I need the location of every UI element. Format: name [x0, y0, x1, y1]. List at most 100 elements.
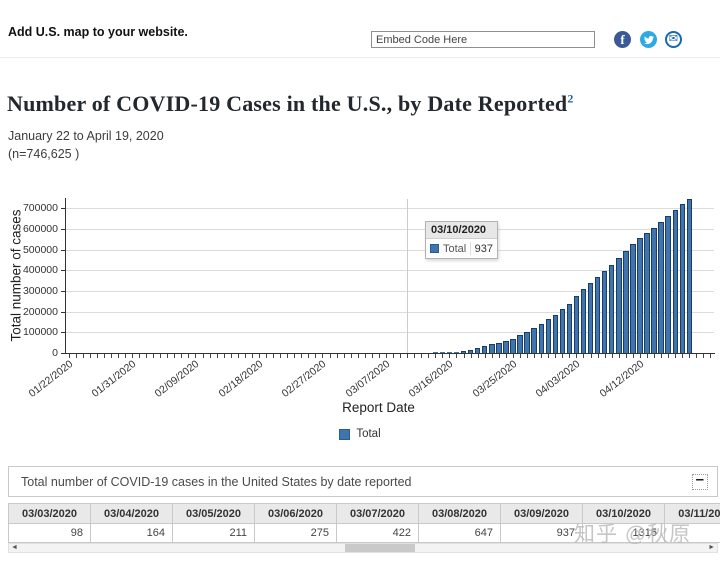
- bar[interactable]: [467, 349, 474, 353]
- twitter-icon[interactable]: [640, 31, 657, 48]
- x-tick: [174, 354, 176, 358]
- gridline: [65, 208, 714, 210]
- table-header-cell: 03/03/2020: [9, 503, 91, 524]
- x-tick: [484, 354, 486, 358]
- x-tick: [625, 354, 627, 358]
- hover-reference-line: [407, 199, 409, 353]
- y-tick: [61, 311, 65, 313]
- gridline: [65, 249, 714, 251]
- x-tick: [237, 354, 239, 358]
- x-tick: [632, 354, 634, 358]
- x-tick: [68, 354, 70, 358]
- collapse-button[interactable]: –: [691, 472, 709, 490]
- y-tick: [61, 332, 65, 334]
- bar[interactable]: [573, 295, 580, 353]
- bar[interactable]: [594, 277, 601, 353]
- bar[interactable]: [665, 216, 671, 353]
- table-header-cell: 03/07/2020: [337, 503, 419, 524]
- bar[interactable]: [489, 344, 495, 353]
- email-icon[interactable]: ✉: [665, 31, 682, 48]
- bar[interactable]: [580, 289, 587, 353]
- bar[interactable]: [602, 271, 608, 353]
- bar[interactable]: [496, 342, 502, 353]
- title-footnote-ref[interactable]: 2: [567, 91, 574, 106]
- bar[interactable]: [637, 238, 643, 353]
- bar[interactable]: [559, 308, 566, 353]
- page-title: Number of COVID-19 Cases in the U.S., by…: [7, 91, 574, 117]
- bar[interactable]: [587, 283, 594, 353]
- scrollbar-thumb[interactable]: [345, 544, 415, 552]
- bar[interactable]: [460, 350, 467, 353]
- sample-size-label: (n=746,625 ): [8, 147, 80, 161]
- bar[interactable]: [453, 351, 460, 353]
- bar[interactable]: [552, 314, 559, 353]
- x-tick: [654, 354, 655, 358]
- x-tick: [512, 354, 514, 358]
- bar[interactable]: [517, 335, 523, 353]
- gridline: [65, 332, 714, 334]
- x-tick: [385, 354, 387, 358]
- bar[interactable]: [475, 348, 481, 353]
- bar[interactable]: [651, 227, 657, 353]
- x-tick: [124, 354, 126, 358]
- x-tick: [364, 354, 366, 358]
- x-tick: [456, 354, 458, 358]
- table-value-cell: 937: [501, 524, 583, 543]
- bar[interactable]: [679, 203, 685, 353]
- bar[interactable]: [644, 233, 650, 353]
- x-tick: [639, 354, 641, 358]
- bar[interactable]: [672, 210, 678, 353]
- bar[interactable]: [545, 319, 551, 353]
- bar[interactable]: [482, 346, 488, 353]
- legend-item-total[interactable]: Total: [0, 428, 720, 440]
- bar[interactable]: [686, 198, 693, 353]
- bar[interactable]: [503, 340, 509, 353]
- scroll-right-arrow-icon[interactable]: ►: [708, 544, 715, 551]
- table-horizontal-scrollbar[interactable]: ◄ ►: [8, 543, 718, 553]
- x-tick: [244, 354, 246, 358]
- bar[interactable]: [439, 352, 446, 353]
- x-axis-title: Report Date: [342, 400, 415, 415]
- embed-code-input[interactable]: [371, 31, 595, 48]
- x-tick: [534, 354, 536, 358]
- scroll-left-arrow-icon[interactable]: ◄: [11, 544, 18, 551]
- facebook-icon[interactable]: f: [614, 31, 631, 48]
- y-tick: [61, 353, 65, 354]
- x-tick: [604, 354, 606, 358]
- y-tick-label: 500000: [22, 243, 58, 256]
- bar[interactable]: [616, 258, 622, 353]
- y-tick: [61, 229, 65, 230]
- covid-cases-bar-chart: Total number of cases 0 100000 200000 30000…: [0, 185, 720, 447]
- bar[interactable]: [609, 264, 615, 353]
- table-section-header: Total number of COVID-19 cases in the Un…: [8, 466, 718, 497]
- bar[interactable]: [658, 222, 664, 353]
- x-tick: [181, 354, 183, 358]
- x-tick: [668, 354, 670, 358]
- bar[interactable]: [538, 323, 544, 353]
- x-tick: [329, 354, 331, 358]
- y-tick: [61, 208, 65, 210]
- bar[interactable]: [531, 327, 537, 353]
- add-map-text: Add U.S. map to your website.: [8, 25, 188, 39]
- bar[interactable]: [623, 251, 629, 353]
- tooltip-value: 937: [474, 242, 493, 255]
- x-tick: [646, 354, 648, 358]
- table-header-cell: 03/06/2020: [255, 503, 337, 524]
- bar[interactable]: [446, 352, 453, 353]
- x-tick: [188, 354, 190, 358]
- x-tick: [209, 354, 211, 358]
- x-tick: [463, 354, 465, 358]
- x-tick: [378, 354, 380, 358]
- x-axis-line: [65, 353, 715, 354]
- x-tick: [280, 354, 282, 358]
- table-value-cell: 1315: [583, 524, 665, 543]
- bar[interactable]: [524, 331, 530, 353]
- bar[interactable]: [510, 338, 516, 353]
- x-tick: [576, 354, 578, 358]
- bar[interactable]: [630, 244, 636, 353]
- y-tick-label: 700000: [22, 202, 58, 215]
- bar[interactable]: [566, 303, 573, 353]
- bar[interactable]: [432, 352, 439, 353]
- x-tick: [75, 354, 77, 358]
- legend-swatch: [339, 428, 351, 440]
